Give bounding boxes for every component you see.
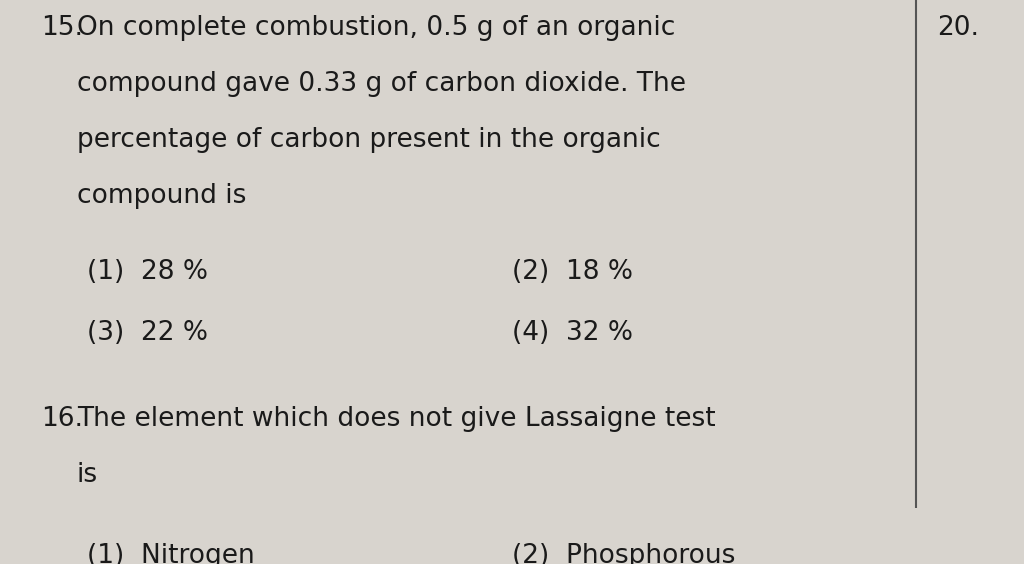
- Text: 20.: 20.: [937, 15, 979, 41]
- Text: On complete combustion, 0.5 g of an organic: On complete combustion, 0.5 g of an orga…: [77, 15, 675, 41]
- Text: (4)  32 %: (4) 32 %: [512, 320, 633, 346]
- Text: (2)  Phosphorous: (2) Phosphorous: [512, 543, 735, 564]
- Text: percentage of carbon present in the organic: percentage of carbon present in the orga…: [77, 127, 660, 153]
- Text: The element which does not give Lassaigne test: The element which does not give Lassaign…: [77, 406, 716, 432]
- Text: (1)  28 %: (1) 28 %: [87, 259, 208, 285]
- Text: (2)  18 %: (2) 18 %: [512, 259, 633, 285]
- Text: 15.: 15.: [41, 15, 83, 41]
- Text: compound gave 0.33 g of carbon dioxide. The: compound gave 0.33 g of carbon dioxide. …: [77, 71, 686, 97]
- Text: compound is: compound is: [77, 183, 246, 209]
- Text: is: is: [77, 462, 98, 488]
- Text: (3)  22 %: (3) 22 %: [87, 320, 208, 346]
- Text: 16.: 16.: [41, 406, 83, 432]
- Text: (1)  Nitrogen: (1) Nitrogen: [87, 543, 255, 564]
